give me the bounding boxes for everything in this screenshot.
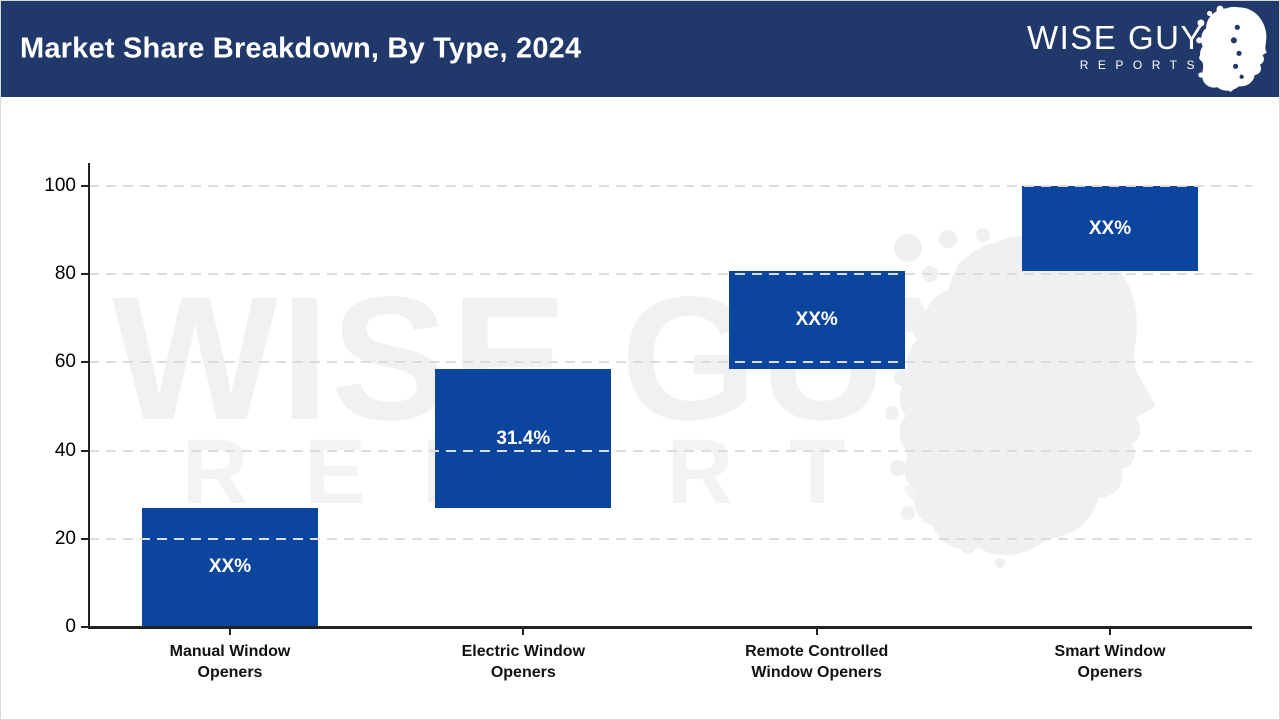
bar-remote-controlled-window-openers: XX% bbox=[728, 271, 905, 370]
logo-head-icon bbox=[1196, 5, 1267, 92]
x-axis-label-line: Openers bbox=[1077, 664, 1143, 681]
x-axis-tick-electric-window-openers bbox=[522, 629, 525, 635]
x-axis-label-line: Manual Window bbox=[169, 643, 291, 660]
bar-value-label-manual-window-openers: XX% bbox=[208, 556, 252, 578]
logo-text: WISE GUY REPORTS bbox=[1026, 19, 1204, 73]
y-axis-label-0: 0 bbox=[65, 616, 76, 637]
x-axis-tick-smart-window-openers bbox=[1109, 629, 1111, 635]
x-axis-label-line: Electric Window bbox=[461, 643, 586, 660]
y-axis-label-40: 40 bbox=[54, 439, 76, 461]
y-axis-label-60: 60 bbox=[54, 351, 76, 373]
bar-value-label-smart-window-openers: XX% bbox=[1088, 217, 1132, 239]
y-axis-tick-100 bbox=[81, 185, 89, 187]
x-axis-label-line: Remote Controlled bbox=[745, 643, 889, 660]
bar-value-label-remote-controlled-window-openers: XX% bbox=[795, 309, 838, 331]
wise-guy-reports-logo: WISE GUY REPORTS bbox=[1012, 0, 1272, 97]
header-bar: Market Share Breakdown, By Type, 2024 WI… bbox=[0, 0, 1280, 97]
x-axis-tick-remote-controlled-window-openers bbox=[815, 629, 818, 635]
y-axis-tick-60 bbox=[81, 361, 89, 364]
x-axis-spine bbox=[88, 626, 1252, 629]
x-axis-label-line: Openers bbox=[490, 664, 556, 681]
x-axis-label-line: Window Openers bbox=[751, 664, 882, 681]
y-axis-tick-80 bbox=[81, 273, 89, 276]
x-axis-label-line: Openers bbox=[197, 664, 263, 681]
y-axis-tick-40 bbox=[81, 449, 89, 452]
y-axis-spine bbox=[88, 163, 90, 629]
gridline-80 bbox=[89, 273, 1252, 276]
plot-area: 0 20 40 60 80 100 XX% Manual Window Openers 31.4%… bbox=[0, 97, 1280, 720]
bar-smart-window-openers: XX% bbox=[1022, 186, 1198, 272]
x-axis-label-electric-window-openers: Electric Window Openers bbox=[393, 641, 653, 683]
bar-value-label-electric-window-openers: 31.4% bbox=[496, 427, 551, 449]
bar-manual-window-openers: XX% bbox=[142, 507, 318, 627]
y-axis-label-100: 100 bbox=[44, 175, 76, 196]
chart-title: Market Share Breakdown, By Type, 2024 bbox=[20, 32, 582, 64]
gridline-40 bbox=[89, 449, 1252, 452]
x-axis-label-line: Smart Window bbox=[1054, 643, 1166, 660]
y-axis-tick-20 bbox=[81, 537, 89, 540]
watermark-head-icon bbox=[883, 228, 1156, 568]
gridline-20 bbox=[89, 537, 1252, 540]
x-axis-label-manual-window-openers: Manual Window Openers bbox=[100, 641, 360, 683]
logo-wordmark: WISE GUY bbox=[1026, 19, 1204, 56]
y-axis-label-20: 20 bbox=[54, 527, 76, 549]
x-axis-tick-manual-window-openers bbox=[229, 629, 231, 635]
bar-electric-window-openers: 31.4% bbox=[435, 369, 612, 508]
y-axis-label-80: 80 bbox=[54, 263, 76, 285]
x-axis-label-smart-window-openers: Smart Window Openers bbox=[980, 641, 1240, 683]
logo-subtitle: REPORTS bbox=[1079, 58, 1204, 72]
gridline-60 bbox=[89, 361, 1252, 364]
x-axis-label-remote-controlled-window-openers: Remote Controlled Window Openers bbox=[687, 641, 947, 683]
gridline-100 bbox=[89, 185, 1252, 187]
y-axis-tick-0 bbox=[81, 626, 89, 628]
